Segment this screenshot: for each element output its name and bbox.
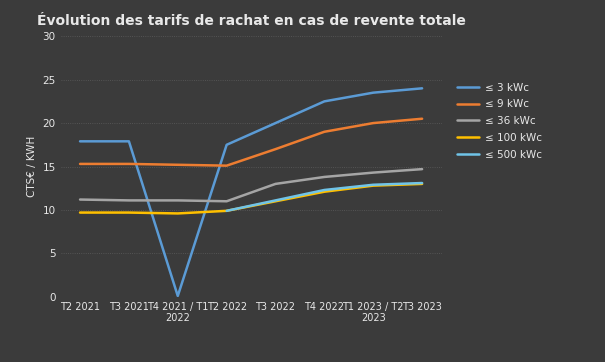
≤ 3 kWc [321,99,328,104]
≤ 100 kWc [125,210,132,215]
≤ 100 kWc [76,210,83,215]
Legend: ≤ 3 kWc, ≤ 9 kWc, ≤ 36 kWc, ≤ 100 kWc, ≤ 500 kWc: ≤ 3 kWc, ≤ 9 kWc, ≤ 36 kWc, ≤ 100 kWc, ≤… [454,80,544,162]
≤ 36 kWc [370,171,377,175]
Line: ≤ 3 kWc: ≤ 3 kWc [80,88,422,296]
≤ 9 kWc [174,163,182,167]
≤ 36 kWc [223,199,231,203]
Title: Évolution des tarifs de rachat en cas de revente totale: Évolution des tarifs de rachat en cas de… [37,14,465,28]
≤ 100 kWc [223,209,231,213]
≤ 3 kWc [76,139,83,143]
≤ 500 kWc [223,209,231,213]
≤ 100 kWc [174,211,182,216]
≤ 3 kWc [370,90,377,95]
≤ 100 kWc [321,190,328,194]
≤ 100 kWc [419,182,426,186]
Line: ≤ 9 kWc: ≤ 9 kWc [80,119,422,166]
≤ 36 kWc [125,198,132,203]
≤ 9 kWc [223,164,231,168]
≤ 100 kWc [370,184,377,188]
≤ 100 kWc [272,199,279,203]
≤ 36 kWc [76,197,83,202]
≤ 3 kWc [174,294,182,298]
≤ 3 kWc [125,139,132,143]
≤ 500 kWc [370,182,377,187]
≤ 36 kWc [321,175,328,179]
Y-axis label: CTS€ / KWH: CTS€ / KWH [27,136,37,197]
≤ 36 kWc [419,167,426,171]
≤ 500 kWc [419,181,426,185]
Line: ≤ 500 kWc: ≤ 500 kWc [227,183,422,211]
≤ 36 kWc [272,182,279,186]
Line: ≤ 100 kWc: ≤ 100 kWc [80,184,422,214]
≤ 3 kWc [223,143,231,147]
≤ 9 kWc [272,147,279,151]
≤ 9 kWc [125,162,132,166]
≤ 3 kWc [272,121,279,125]
≤ 9 kWc [419,117,426,121]
≤ 3 kWc [419,86,426,90]
≤ 500 kWc [272,198,279,203]
≤ 9 kWc [321,130,328,134]
Line: ≤ 36 kWc: ≤ 36 kWc [80,169,422,201]
≤ 36 kWc [174,198,182,203]
≤ 9 kWc [370,121,377,125]
≤ 9 kWc [76,162,83,166]
≤ 500 kWc [321,188,328,192]
